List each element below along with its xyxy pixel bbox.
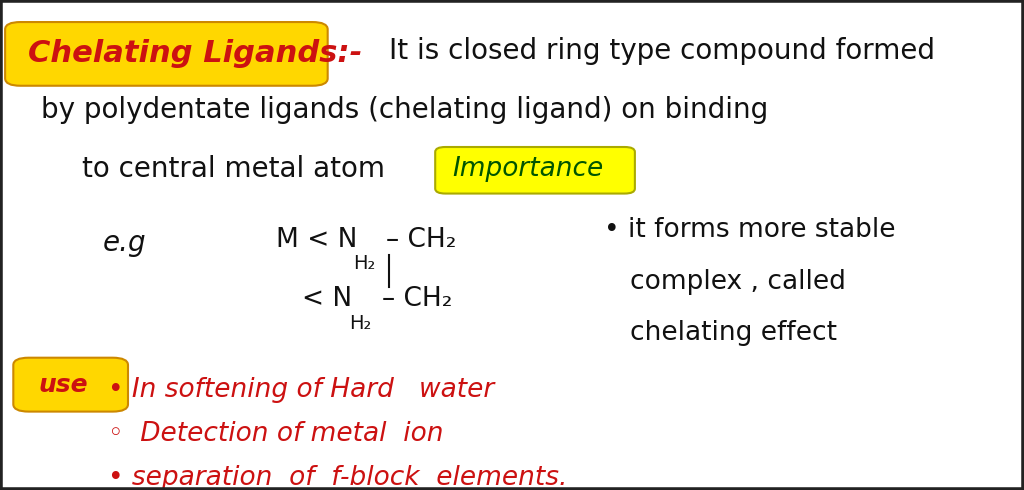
Text: • In softening of Hard   water: • In softening of Hard water	[108, 376, 494, 403]
Text: H₂: H₂	[353, 254, 376, 272]
Text: ◦  Detection of metal  ion: ◦ Detection of metal ion	[108, 420, 443, 447]
FancyBboxPatch shape	[13, 358, 128, 412]
FancyBboxPatch shape	[435, 147, 635, 194]
Text: chelating effect: chelating effect	[630, 320, 837, 346]
Text: – CH₂: – CH₂	[386, 227, 457, 253]
Text: complex , called: complex , called	[630, 269, 846, 295]
Text: < N: < N	[302, 286, 352, 312]
Text: by polydentate ligands (chelating ligand) on binding: by polydentate ligands (chelating ligand…	[41, 96, 768, 124]
Text: • it forms more stable: • it forms more stable	[604, 217, 896, 244]
Text: H₂: H₂	[349, 314, 372, 333]
Text: e.g: e.g	[102, 228, 146, 257]
Text: • separation  of  f-block  elements.: • separation of f-block elements.	[108, 465, 567, 490]
Text: – CH₂: – CH₂	[382, 286, 453, 312]
Text: It is closed ring type compound formed: It is closed ring type compound formed	[389, 37, 935, 66]
Text: to central metal atom: to central metal atom	[82, 155, 385, 183]
Text: Chelating Ligands:-: Chelating Ligands:-	[28, 39, 361, 69]
Text: Importance: Importance	[453, 156, 604, 182]
Text: M < N: M < N	[276, 227, 357, 253]
Text: use: use	[39, 373, 88, 396]
FancyBboxPatch shape	[5, 22, 328, 86]
